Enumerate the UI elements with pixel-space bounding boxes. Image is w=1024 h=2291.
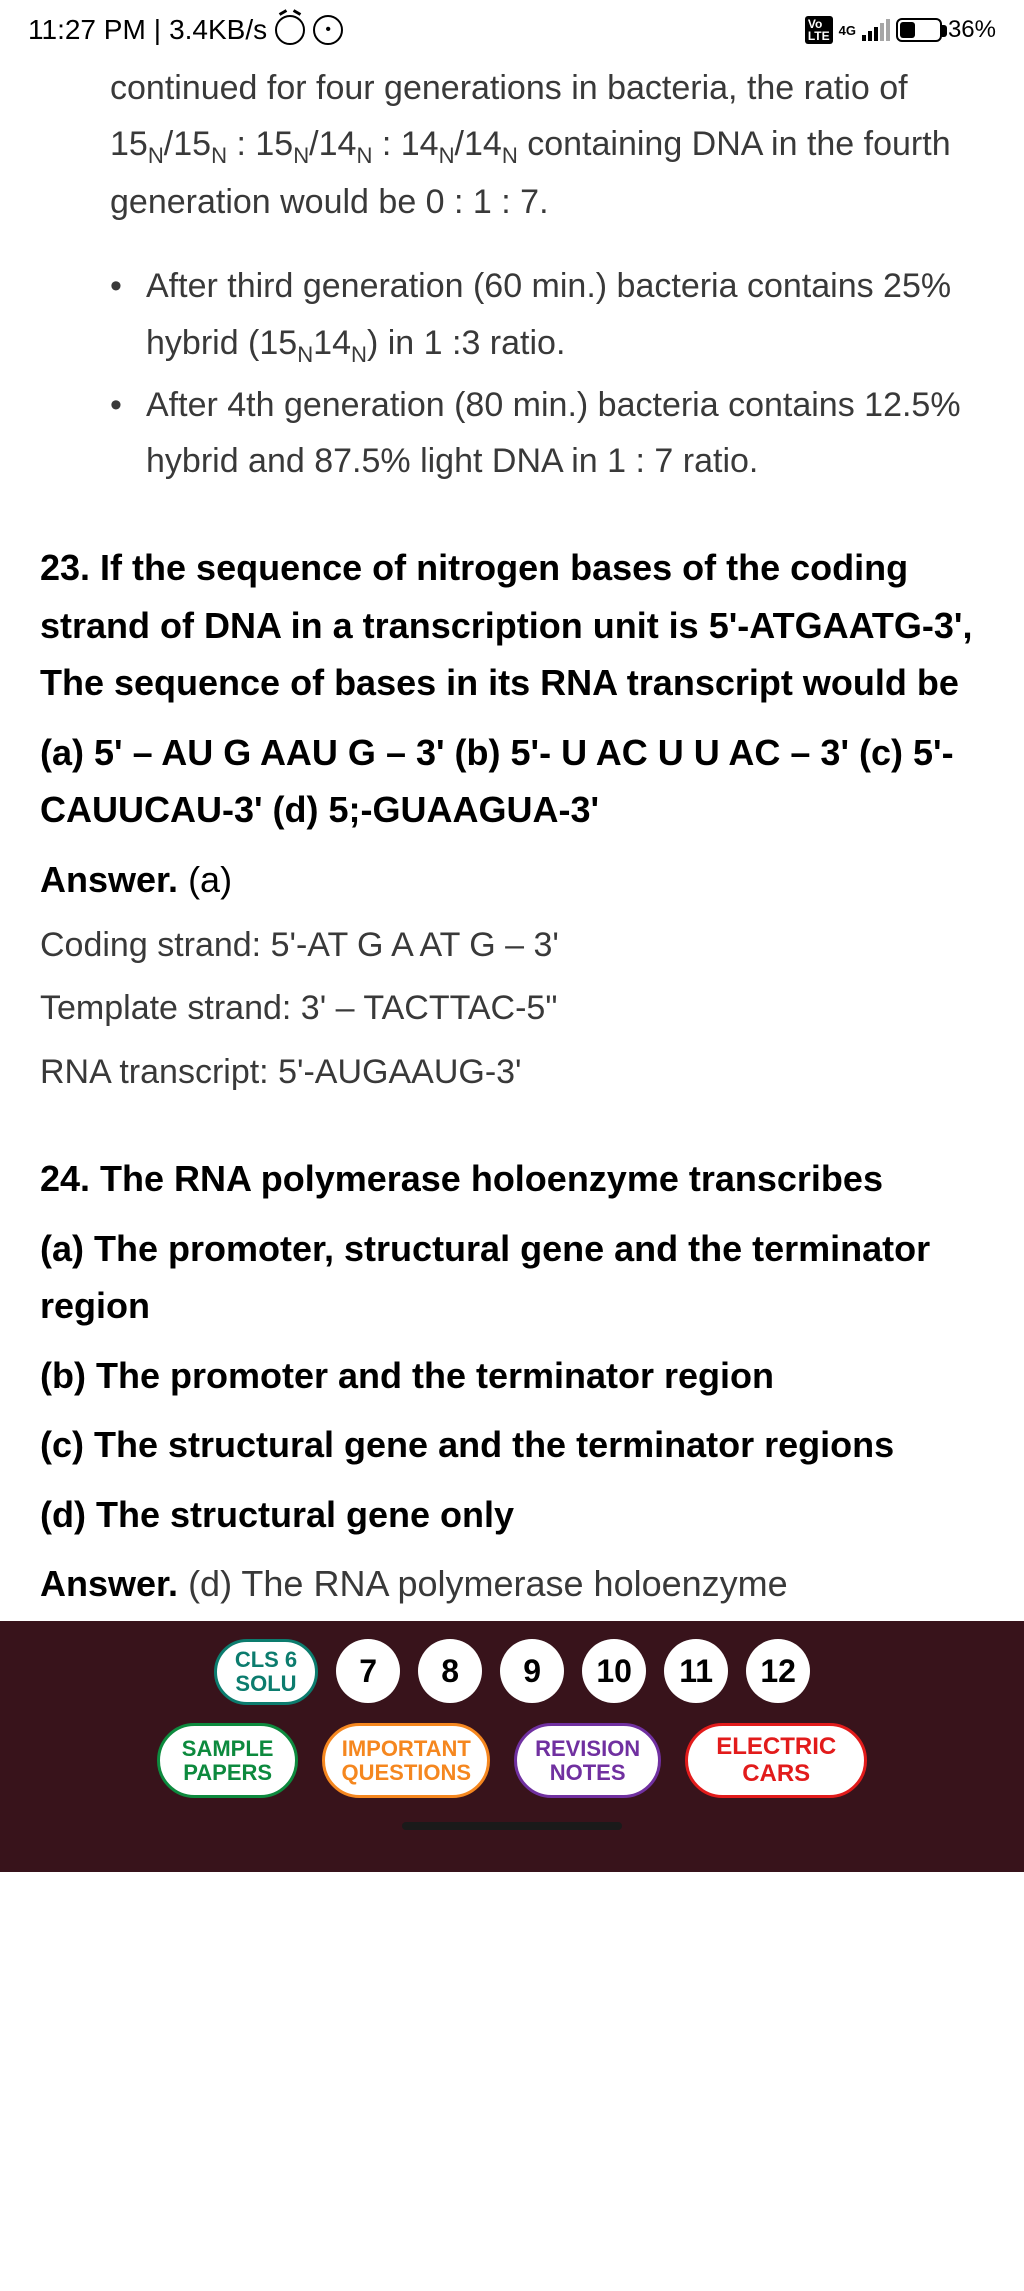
nav-electric-cars[interactable]: ELECTRIC CARS	[685, 1723, 867, 1798]
nav-7[interactable]: 7	[336, 1639, 400, 1703]
question-23: 23. If the sequence of nitrogen bases of…	[40, 539, 984, 712]
nav-9[interactable]: 9	[500, 1639, 564, 1703]
answer-23-line3: RNA transcript: 5'-AUGAAUG-3'	[40, 1044, 984, 1102]
status-right: VoLTE 4G 36%	[805, 16, 996, 44]
answer-23-line2: Template strand: 3' – TACTTAC-5"	[40, 980, 984, 1038]
nav-cls6[interactable]: CLS 6 SOLU	[214, 1639, 318, 1705]
bullet-list: After third generation (60 min.) bacteri…	[40, 258, 984, 489]
list-item: After third generation (60 min.) bacteri…	[110, 258, 984, 372]
nav-revision-notes[interactable]: REVISION NOTES	[514, 1723, 661, 1798]
nav-11[interactable]: 11	[664, 1639, 728, 1703]
question-24-opt-d: (d) The structural gene only	[40, 1486, 984, 1544]
nav-row-2: SAMPLE PAPERS IMPORTANT QUESTIONS REVISI…	[0, 1723, 1024, 1798]
gesture-handle[interactable]	[402, 1822, 622, 1830]
alarm-icon	[275, 15, 305, 45]
question-24-opt-b: (b) The promoter and the terminator regi…	[40, 1347, 984, 1405]
question-24-opt-a: (a) The promoter, structural gene and th…	[40, 1220, 984, 1335]
nav-10[interactable]: 10	[582, 1639, 646, 1703]
status-bar: 11:27 PM | 3.4KB/s • VoLTE 4G 36%	[0, 0, 1024, 50]
network-gen: 4G	[839, 23, 856, 38]
nav-8[interactable]: 8	[418, 1639, 482, 1703]
battery-pct: 36%	[948, 16, 996, 44]
info-icon: •	[313, 15, 343, 45]
status-left: 11:27 PM | 3.4KB/s •	[28, 14, 343, 46]
signal-icon	[862, 19, 890, 41]
question-24: 24. The RNA polymerase holoenzyme transc…	[40, 1150, 984, 1208]
answer-23-line1: Coding strand: 5'-AT G A AT G – 3'	[40, 917, 984, 975]
battery-icon	[896, 18, 942, 42]
status-sep: |	[154, 14, 161, 46]
nav-sample-papers[interactable]: SAMPLE PAPERS	[157, 1723, 299, 1798]
answer-23: Answer. (a)	[40, 851, 984, 909]
volte-badge: VoLTE	[805, 16, 833, 44]
status-speed: 3.4KB/s	[169, 14, 267, 46]
answer-24: Answer. (d) The RNA polymerase holoenzym…	[40, 1555, 984, 1613]
intro-paragraph: continued for four generations in bacter…	[40, 60, 984, 230]
list-item: After 4th generation (80 min.) bacteria …	[110, 377, 984, 489]
bottom-nav: CLS 6 SOLU 7 8 9 10 11 12 SAMPLE PAPERS …	[0, 1621, 1024, 1872]
nav-important-questions[interactable]: IMPORTANT QUESTIONS	[322, 1723, 490, 1798]
question-24-opt-c: (c) The structural gene and the terminat…	[40, 1416, 984, 1474]
nav-row-1: CLS 6 SOLU 7 8 9 10 11 12	[0, 1639, 1024, 1705]
nav-12[interactable]: 12	[746, 1639, 810, 1703]
status-time: 11:27 PM	[28, 14, 146, 46]
question-23-options: (a) 5' – AU G AAU G – 3' (b) 5'- U AC U …	[40, 724, 984, 839]
document-content: continued for four generations in bacter…	[0, 50, 1024, 1613]
